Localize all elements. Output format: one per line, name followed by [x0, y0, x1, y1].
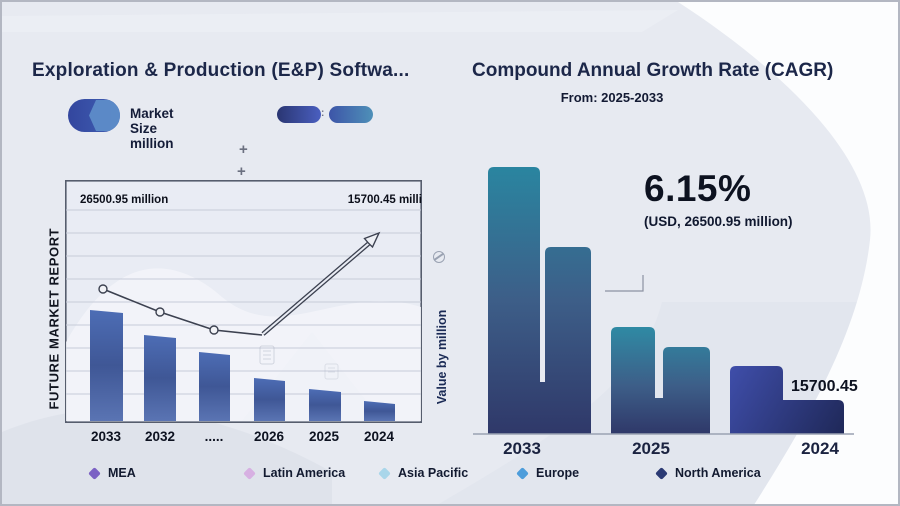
bar-group-2024 [730, 366, 844, 434]
ratio-colon: : [321, 108, 325, 119]
plus-icon: + [237, 163, 246, 180]
ratio-pill-right-icon [329, 106, 373, 123]
cagr-percentage: 6.15% [644, 168, 752, 209]
plus-icon: + [239, 141, 248, 158]
diamond-icon [516, 466, 529, 480]
region-legend: MEA Latin America Asia Pacific Europe No… [2, 466, 898, 496]
market-size-bars [90, 310, 395, 421]
market-size-label: Market Size million [130, 106, 174, 151]
left-x-axis-labels: 2033 2032 ..... 2026 2025 2024 [91, 429, 395, 444]
right-x-axis-labels: 2033 2025 2024 [503, 439, 839, 458]
diamond-icon [88, 466, 101, 480]
right-chart-subtitle: From: 2025-2033 [560, 90, 664, 105]
svg-text:2025: 2025 [632, 439, 670, 458]
svg-text:2033: 2033 [503, 439, 541, 458]
cagr-chart: 15700.45 2033 2025 2024 [473, 167, 858, 458]
brand-logo-icon [68, 99, 120, 132]
svg-text:2025: 2025 [309, 429, 340, 444]
left-annotation-max: 15700.45 million [348, 194, 422, 206]
svg-text:2024: 2024 [801, 439, 839, 458]
svg-text:2026: 2026 [254, 429, 285, 444]
value-label-2024: 15700.45 [791, 378, 858, 395]
right-chart-title: Compound Annual Growth Rate (CAGR) [472, 60, 834, 81]
minus-circle-icon [433, 251, 445, 263]
bar-group-2025 [611, 327, 710, 434]
step-line [605, 275, 644, 292]
svg-text:.....: ..... [205, 429, 224, 444]
legend-item-asia-pacific: Asia Pacific [378, 466, 468, 480]
legend-item-mea: MEA [88, 466, 136, 480]
left-annotation-min: 26500.95 million [80, 194, 168, 206]
trend-line [102, 288, 263, 336]
bar-group-2033 [488, 167, 591, 434]
diamond-icon [378, 466, 391, 480]
diamond-icon [243, 466, 256, 480]
left-chart-title: Exploration & Production (E&P) Softwa... [32, 60, 410, 81]
svg-text:2033: 2033 [91, 429, 122, 444]
value-axis-label: Value by million [435, 309, 449, 405]
legend-item-europe: Europe [516, 466, 579, 480]
svg-text:2024: 2024 [364, 429, 395, 444]
trend-arrowhead-icon [363, 231, 381, 249]
diamond-icon [655, 466, 668, 480]
legend-item-north-america: North America [655, 466, 761, 480]
cagr-usd-detail: (USD, 26500.95 million) [644, 214, 793, 229]
future-market-report-watermark: FUTURE MARKET REPORT [46, 227, 62, 410]
market-size-chart: 26500.95 million 15700.45 million 2033 2… [65, 180, 422, 444]
legend-item-latin-america: Latin America [243, 466, 345, 480]
svg-text:2032: 2032 [145, 429, 175, 444]
ratio-pill-left-icon [277, 106, 321, 123]
